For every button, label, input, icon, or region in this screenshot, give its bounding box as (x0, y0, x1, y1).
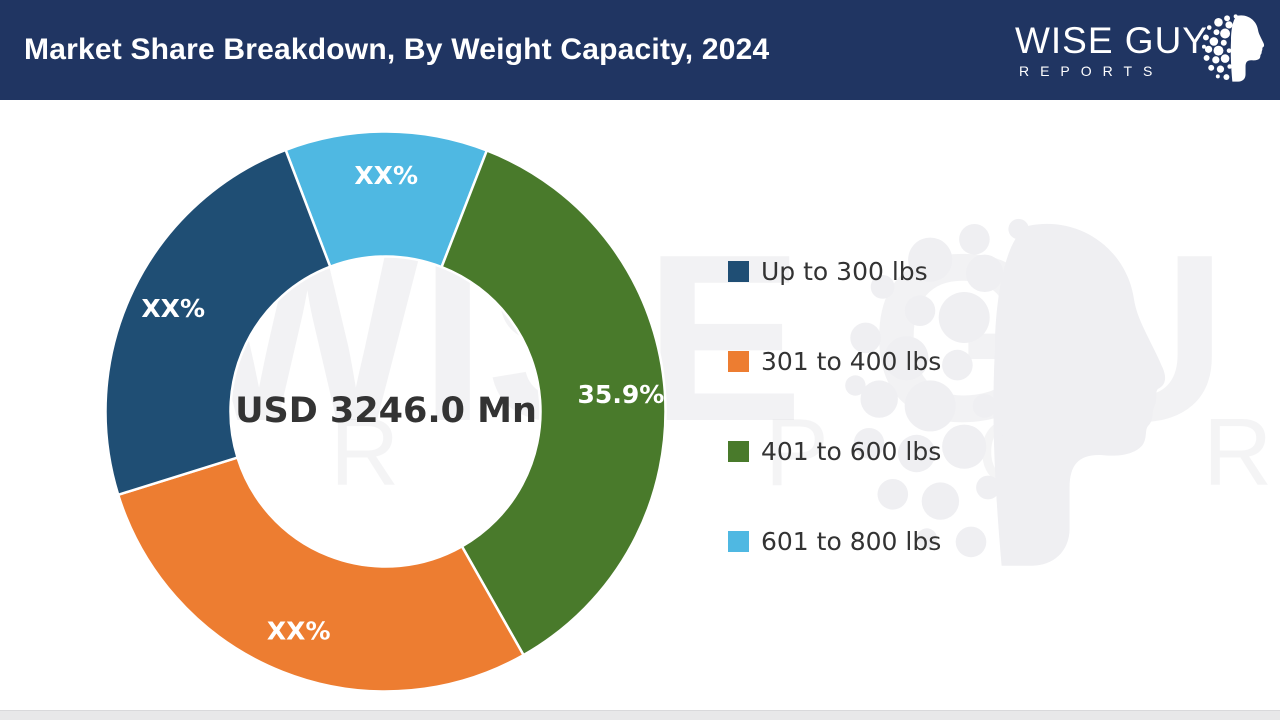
slice-label-601-to-800-lbs: XX% (354, 161, 418, 190)
slice-label-401-to-600-lbs: 35.9% (578, 380, 665, 409)
donut-slice-301-to-400-lbs[interactable] (116, 456, 526, 693)
donut-center-value: USD 3246.0 Mn (235, 391, 537, 431)
donut-slice-up-to-300-lbs[interactable] (104, 148, 332, 497)
chart-legend: Up to 300 lbs 301 to 400 lbs 401 to 600 … (728, 226, 941, 586)
wiseguy-logo: WISE GUY REPORTS (1015, 11, 1266, 89)
legend-label: 301 to 400 lbs (761, 346, 942, 376)
slice-label-301-to-400-lbs: XX% (267, 617, 331, 646)
footer-bar (0, 710, 1280, 720)
legend-item-401-to-600-lbs[interactable]: 401 to 600 lbs (728, 406, 941, 496)
legend-label: Up to 300 lbs (761, 256, 928, 286)
donut-chart: XX% 35.9% XX% XX% (104, 130, 667, 693)
logo-subtitle: REPORTS (1018, 62, 1164, 79)
legend-label: 401 to 600 lbs (761, 436, 942, 466)
legend-swatch (728, 350, 749, 372)
legend-swatch (728, 260, 749, 282)
legend-label: 601 to 800 lbs (761, 526, 942, 556)
legend-item-301-to-400-lbs[interactable]: 301 to 400 lbs (728, 316, 941, 406)
wiseguy-face-icon (1201, 14, 1265, 82)
header: Market Share Breakdown, By Weight Capaci… (0, 0, 1280, 100)
chart-area: WISE GU R E P O R T S XX%35.9%XX%XX% USD… (0, 100, 1280, 711)
legend-item-601-to-800-lbs[interactable]: 601 to 800 lbs (728, 496, 941, 586)
page-title: Market Share Breakdown, By Weight Capaci… (24, 33, 770, 66)
slice-label-up-to-300-lbs: XX% (141, 294, 205, 323)
legend-swatch (728, 530, 749, 552)
legend-item-up-to-300-lbs[interactable]: Up to 300 lbs (728, 226, 941, 316)
donut-slice-401-to-600-lbs[interactable] (439, 148, 667, 657)
legend-swatch (728, 440, 749, 462)
logo-wordmark: WISE GUY (1014, 19, 1208, 61)
wiseguy-logo-text: WISE GUY REPORTS (1015, 22, 1208, 79)
